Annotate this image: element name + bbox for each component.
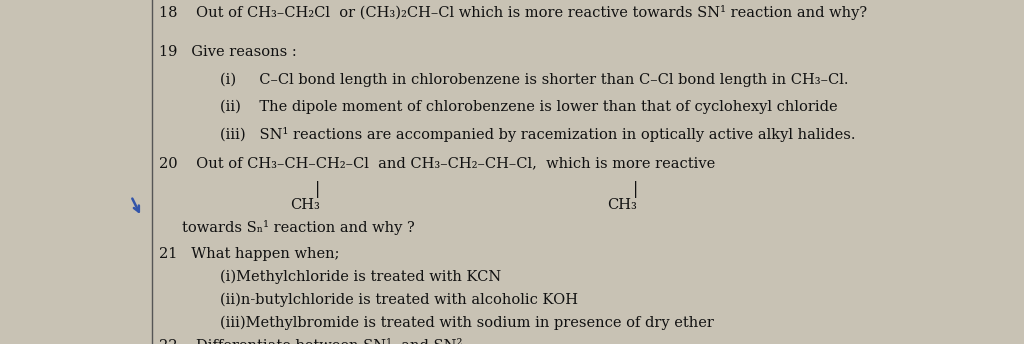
Text: CH₃: CH₃ — [290, 198, 319, 212]
Text: towards Sₙ¹ reaction and why ?: towards Sₙ¹ reaction and why ? — [182, 220, 415, 235]
Text: 18    Out of CH₃–CH₂Cl  or (CH₃)₂CH–Cl which is more reactive towards SN¹ reacti: 18 Out of CH₃–CH₂Cl or (CH₃)₂CH–Cl which… — [159, 5, 867, 20]
Text: (i)Methylchloride is treated with KCN: (i)Methylchloride is treated with KCN — [220, 270, 502, 284]
Text: 19   Give reasons :: 19 Give reasons : — [159, 45, 297, 59]
Text: |: | — [633, 181, 638, 197]
Text: (i)     C–Cl bond length in chlorobenzene is shorter than C–Cl bond length in CH: (i) C–Cl bond length in chlorobenzene is… — [220, 72, 849, 87]
Text: |: | — [315, 181, 321, 197]
Text: (ii)    The dipole moment of chlorobenzene is lower than that of cyclohexyl chlo: (ii) The dipole moment of chlorobenzene … — [220, 100, 838, 114]
Text: 22    Differentiate between SN¹  and SN²: 22 Differentiate between SN¹ and SN² — [159, 339, 462, 344]
Text: (ii)n-butylchloride is treated with alcoholic KOH: (ii)n-butylchloride is treated with alco… — [220, 293, 579, 308]
Text: (iii)Methylbromide is treated with sodium in presence of dry ether: (iii)Methylbromide is treated with sodiu… — [220, 316, 714, 330]
Text: (iii)   SN¹ reactions are accompanied by racemization in optically active alkyl : (iii) SN¹ reactions are accompanied by r… — [220, 127, 856, 142]
Text: 20    Out of CH₃–CH–CH₂–Cl  and CH₃–CH₂–CH–Cl,  which is more reactive: 20 Out of CH₃–CH–CH₂–Cl and CH₃–CH₂–CH–C… — [159, 157, 715, 171]
Text: 21   What happen when;: 21 What happen when; — [159, 247, 339, 261]
Text: CH₃: CH₃ — [607, 198, 637, 212]
